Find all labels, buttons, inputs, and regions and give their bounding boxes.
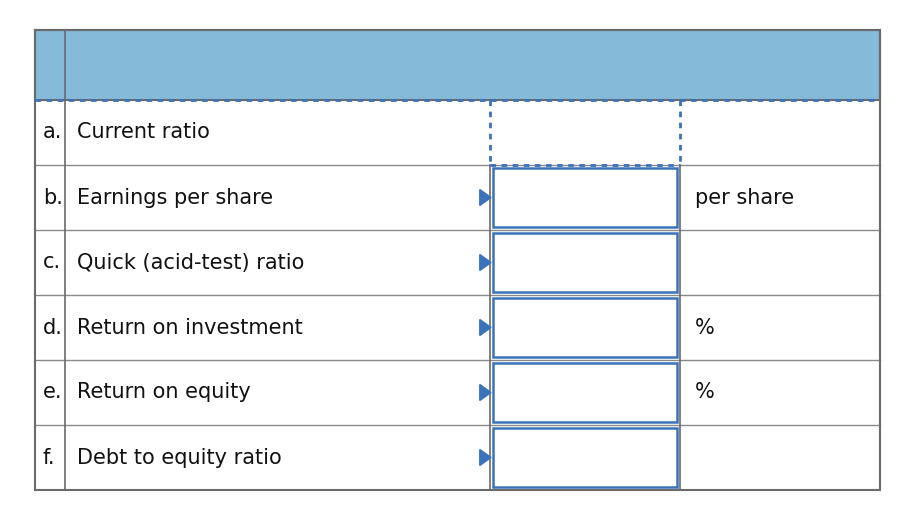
Text: f.: f. bbox=[43, 447, 55, 467]
Polygon shape bbox=[480, 255, 491, 270]
Bar bbox=[493, 168, 676, 227]
Text: c.: c. bbox=[43, 253, 61, 272]
Text: Return on investment: Return on investment bbox=[77, 318, 302, 338]
Bar bbox=[35, 30, 879, 100]
Text: Earnings per share: Earnings per share bbox=[77, 187, 273, 207]
Polygon shape bbox=[480, 190, 491, 205]
Text: e.: e. bbox=[43, 383, 62, 403]
Bar bbox=[493, 233, 676, 292]
Text: b.: b. bbox=[43, 187, 62, 207]
Text: Debt to equity ratio: Debt to equity ratio bbox=[77, 447, 281, 467]
Text: Quick (acid-test) ratio: Quick (acid-test) ratio bbox=[77, 253, 304, 272]
Polygon shape bbox=[480, 320, 491, 335]
Polygon shape bbox=[480, 384, 491, 401]
Bar bbox=[35, 30, 879, 490]
Text: Current ratio: Current ratio bbox=[77, 122, 210, 142]
Text: %: % bbox=[694, 318, 714, 338]
Text: d.: d. bbox=[43, 318, 62, 338]
Polygon shape bbox=[480, 449, 491, 466]
Text: per share: per share bbox=[694, 187, 793, 207]
Text: a.: a. bbox=[43, 122, 62, 142]
Bar bbox=[493, 298, 676, 357]
Text: %: % bbox=[694, 383, 714, 403]
Bar bbox=[493, 363, 676, 422]
Text: Return on equity: Return on equity bbox=[77, 383, 251, 403]
Bar bbox=[493, 428, 676, 487]
